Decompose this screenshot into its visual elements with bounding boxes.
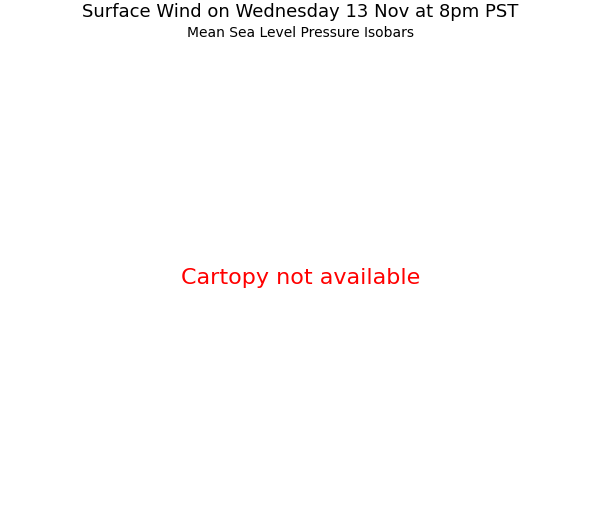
Text: Cartopy not available: Cartopy not available bbox=[181, 268, 420, 288]
Text: Mean Sea Level Pressure Isobars: Mean Sea Level Pressure Isobars bbox=[187, 26, 414, 40]
Text: Surface Wind on Wednesday 13 Nov at 8pm PST: Surface Wind on Wednesday 13 Nov at 8pm … bbox=[82, 3, 519, 21]
